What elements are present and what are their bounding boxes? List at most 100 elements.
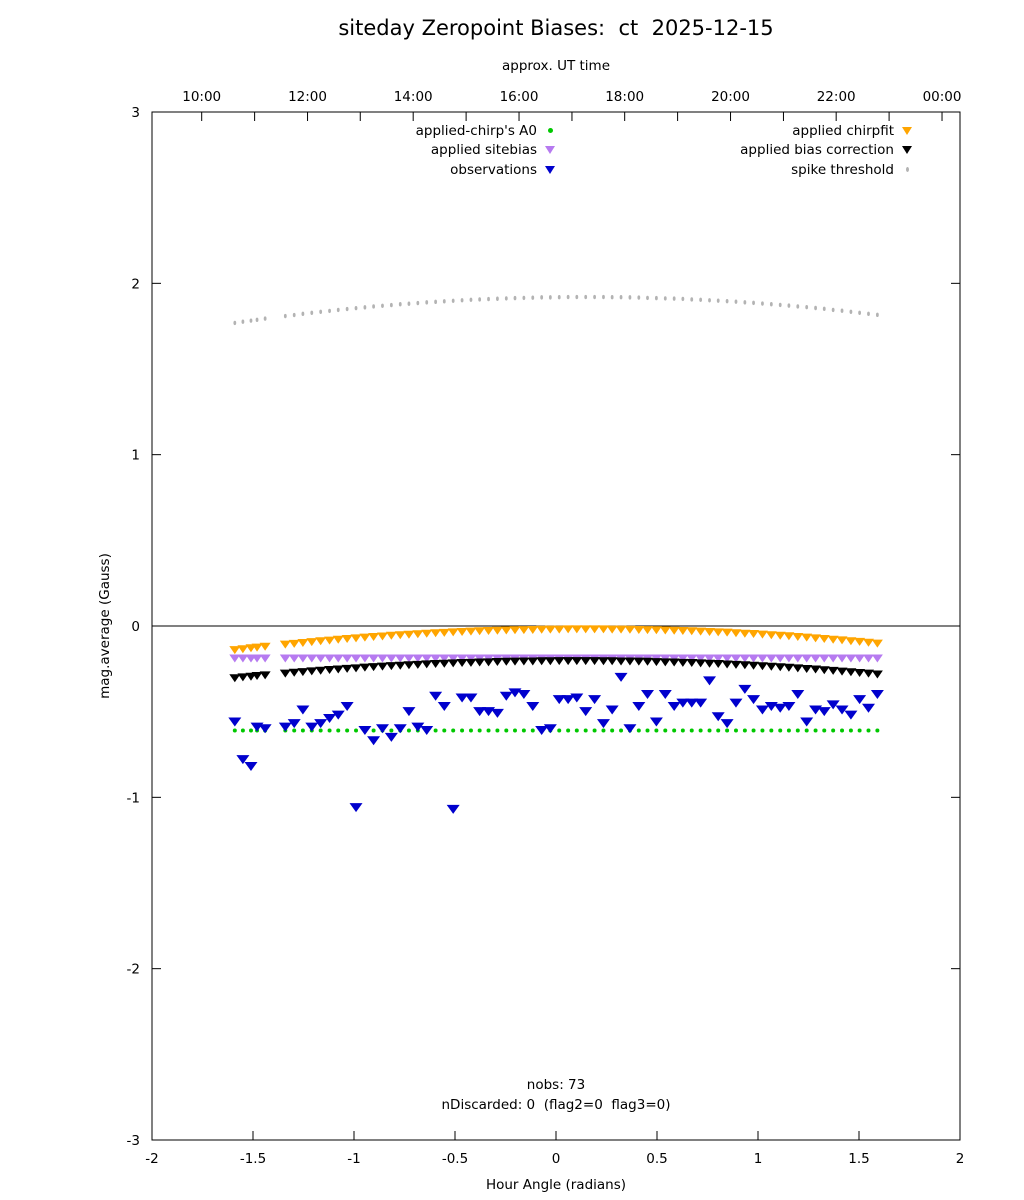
observations-point bbox=[411, 722, 425, 732]
x-tick-label: 1 bbox=[754, 1151, 763, 1167]
sitebias-point bbox=[774, 654, 786, 663]
a0-point bbox=[672, 728, 677, 733]
legend-entry-a0: applied-chirp's A0 bbox=[258, 121, 563, 141]
a0-point bbox=[512, 728, 517, 733]
bias-correction-point bbox=[251, 672, 263, 681]
chirpfit-point bbox=[474, 627, 486, 636]
bias-correction-point bbox=[447, 659, 459, 668]
spike-threshold-point bbox=[249, 318, 253, 323]
sitebias-point bbox=[765, 654, 777, 663]
observations-point bbox=[623, 724, 637, 734]
observations-point bbox=[605, 705, 619, 715]
observations-point bbox=[703, 676, 717, 686]
observations-point bbox=[870, 690, 884, 700]
chirpfit-point bbox=[650, 626, 662, 635]
bias-correction-point bbox=[642, 657, 654, 666]
chirpfit-point bbox=[229, 646, 241, 655]
a0-point bbox=[300, 728, 305, 733]
observations-point bbox=[588, 695, 602, 705]
observations-point bbox=[694, 698, 708, 708]
sitebias-point bbox=[341, 654, 353, 663]
observations-point bbox=[367, 736, 381, 746]
bias-correction-point bbox=[774, 663, 786, 672]
bias-correction-point bbox=[527, 657, 539, 666]
chirpfit-point bbox=[456, 627, 468, 636]
spike-threshold-point bbox=[513, 295, 517, 301]
legend-label-spike-threshold: spike threshold bbox=[791, 161, 894, 178]
legend-column-right: applied chirpfit applied bias correction s… bbox=[628, 121, 920, 180]
sitebias-point bbox=[721, 654, 733, 663]
spike-threshold-point bbox=[336, 307, 340, 313]
spike-threshold-point bbox=[496, 296, 499, 301]
bias-correction-point bbox=[385, 662, 397, 671]
chirpfit-point bbox=[341, 635, 353, 644]
chirpfit-point bbox=[509, 626, 521, 635]
y-tick-label: 0 bbox=[131, 619, 140, 635]
observations-point bbox=[641, 690, 655, 700]
sitebias-point bbox=[376, 654, 388, 663]
chirpfit-point bbox=[359, 633, 371, 642]
bias-correction-point bbox=[412, 660, 424, 669]
a0-point bbox=[716, 728, 721, 733]
a0-point bbox=[566, 728, 571, 733]
chirpfit-point bbox=[571, 625, 583, 634]
a0-point bbox=[504, 728, 509, 733]
spike-threshold-point bbox=[734, 299, 738, 304]
x-tick-label: 2 bbox=[956, 1151, 965, 1167]
spike-threshold-point bbox=[663, 296, 667, 301]
sitebias-point bbox=[465, 654, 477, 663]
chirpfit-point bbox=[624, 625, 636, 634]
a0-point bbox=[495, 728, 500, 733]
observations-point bbox=[685, 698, 699, 708]
chirpfit-point bbox=[774, 631, 786, 640]
chirpfit-point bbox=[562, 625, 574, 634]
observations-point bbox=[228, 717, 242, 727]
a0-point bbox=[610, 728, 615, 733]
sitebias-point bbox=[279, 654, 291, 663]
observations-point bbox=[331, 710, 345, 720]
spike-threshold-point bbox=[699, 297, 703, 302]
spike-threshold-point bbox=[255, 317, 259, 323]
y-tick-label: -2 bbox=[127, 962, 140, 978]
spike-threshold-point bbox=[822, 306, 826, 312]
sitebias-point bbox=[756, 654, 768, 663]
chirpfit-point bbox=[810, 634, 822, 643]
observations-point bbox=[711, 712, 725, 722]
sitebias-point bbox=[259, 654, 271, 663]
spike-threshold-point bbox=[805, 304, 809, 310]
sitebias-point bbox=[845, 654, 857, 663]
y-tick-label: 2 bbox=[131, 276, 140, 292]
legend-entry-observations: observations bbox=[258, 160, 563, 180]
chirpfit-point bbox=[615, 625, 627, 634]
chirpfit-point bbox=[862, 638, 874, 647]
chirpfit-point bbox=[438, 628, 450, 637]
sitebias-point bbox=[315, 654, 327, 663]
a0-point bbox=[786, 728, 791, 733]
bias-correction-point bbox=[677, 658, 689, 667]
a0-point bbox=[840, 728, 845, 733]
legend-marker-observations-icon bbox=[537, 165, 563, 174]
spike-threshold-point bbox=[610, 295, 614, 300]
bias-correction-point bbox=[288, 668, 300, 677]
spike-threshold-point bbox=[241, 319, 245, 324]
observations-point bbox=[738, 684, 752, 694]
chirpfit-point bbox=[730, 629, 742, 638]
a0-point bbox=[232, 728, 237, 733]
chirpfit-point bbox=[421, 629, 433, 638]
bias-correction-point bbox=[403, 661, 415, 670]
y-tick-label: 3 bbox=[131, 105, 140, 121]
sitebias-point bbox=[288, 654, 300, 663]
chirpfit-point bbox=[765, 631, 777, 640]
chirpfit-point bbox=[704, 627, 716, 636]
a0-point bbox=[769, 728, 774, 733]
a0-point bbox=[345, 728, 350, 733]
spike-threshold-point bbox=[522, 295, 526, 301]
a0-point bbox=[875, 728, 880, 733]
chart-title: siteday Zeropoint Biases: ct 2025-12-15 bbox=[338, 16, 774, 40]
chirpfit-point bbox=[686, 627, 698, 636]
observations-point bbox=[596, 719, 610, 729]
spike-threshold-point bbox=[292, 312, 296, 318]
ut-tick-label: 16:00 bbox=[500, 89, 539, 105]
bias-correction-point bbox=[394, 661, 406, 670]
